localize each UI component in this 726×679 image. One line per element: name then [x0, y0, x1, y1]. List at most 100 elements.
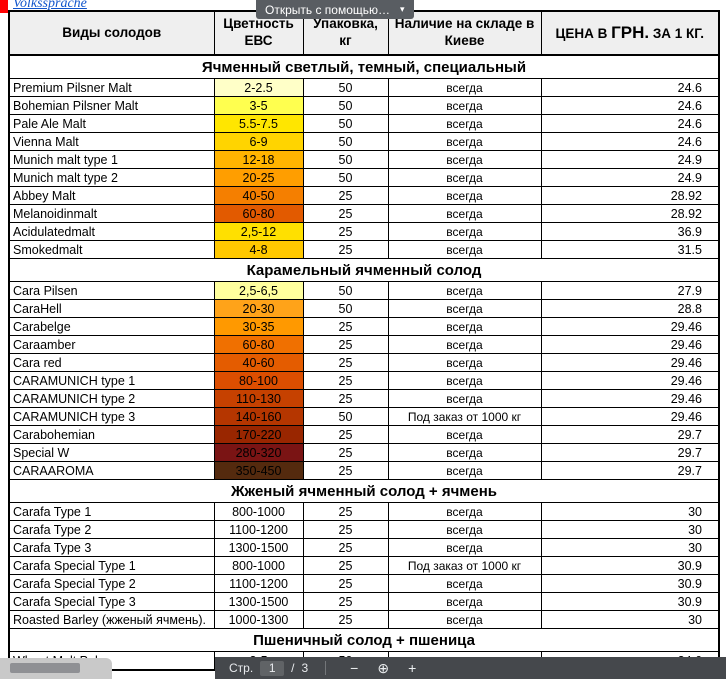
- ebc-cell: 2-2.5: [213, 78, 304, 97]
- malt-name-cell: Carabohemian: [8, 425, 215, 444]
- malt-name-cell: Carafa Special Type 1: [8, 556, 215, 575]
- price-cell: 29.7: [540, 425, 720, 444]
- ebc-cell: 12-18: [213, 150, 304, 169]
- section-title: Ячменный светлый, темный, специальный: [8, 54, 720, 79]
- red-corner-mark: [0, 0, 8, 13]
- document-page: Виды солодов Цветность ЕВС Упаковка, кг …: [8, 10, 720, 671]
- malt-row: Vienna Malt 6-9 50 всегда 24.6: [8, 132, 720, 151]
- stock-cell: всегда: [387, 461, 542, 480]
- price-cell: 29.46: [540, 407, 720, 426]
- section-row: Пшеничный солод + пшеница: [8, 628, 720, 652]
- malt-name-cell: Carafa Special Type 3: [8, 592, 215, 611]
- stock-cell: всегда: [387, 610, 542, 629]
- malt-name-cell: CARAMUNICH type 3: [8, 407, 215, 426]
- stock-cell: всегда: [387, 204, 542, 223]
- malt-name-cell: CaraHell: [8, 299, 215, 318]
- malt-row: Carafa Type 2 1100-1200 25 всегда 30: [8, 520, 720, 539]
- pack-cell: 25: [302, 425, 389, 444]
- zoom-out-icon[interactable]: −: [350, 660, 359, 676]
- table-body: Ячменный светлый, темный, специальный Pre…: [8, 54, 720, 671]
- malt-row: Carabelge 30-35 25 всегда 29.46: [8, 317, 720, 336]
- malt-row: Munich malt type 2 20-25 50 всегда 24.9: [8, 168, 720, 187]
- price-cell: 28.92: [540, 204, 720, 223]
- price-cell: 29.46: [540, 335, 720, 354]
- open-with-button[interactable]: Открыть с помощью… ▾: [256, 0, 414, 19]
- ebc-cell: 20-25: [213, 168, 304, 187]
- ebc-cell: 2,5-12: [213, 222, 304, 241]
- stock-cell: всегда: [387, 150, 542, 169]
- malt-row: Cara red 40-60 25 всегда 29.46: [8, 353, 720, 372]
- stock-cell: всегда: [387, 592, 542, 611]
- malt-name-cell: Premium Pilsner Malt: [8, 78, 215, 97]
- pack-cell: 25: [302, 592, 389, 611]
- price-cell: 30: [540, 520, 720, 539]
- ebc-cell: 1100-1200: [213, 520, 304, 539]
- pack-cell: 50: [302, 407, 389, 426]
- open-with-label: Открыть с помощью…: [265, 2, 391, 17]
- section-row: Карамельный ячменный солод: [8, 258, 720, 282]
- ebc-cell: 1300-1500: [213, 592, 304, 611]
- pack-cell: 50: [302, 299, 389, 318]
- stock-cell: всегда: [387, 425, 542, 444]
- stock-cell: всегда: [387, 371, 542, 390]
- pack-cell: 50: [302, 168, 389, 187]
- ebc-cell: 3-5: [213, 96, 304, 115]
- price-cell: 29.46: [540, 389, 720, 408]
- pack-cell: 25: [302, 389, 389, 408]
- malt-price-table: Виды солодов Цветность ЕВС Упаковка, кг …: [8, 10, 720, 671]
- ebc-cell: 4-8: [213, 240, 304, 259]
- stock-cell: всегда: [387, 520, 542, 539]
- price-cell: 24.6: [540, 78, 720, 97]
- malt-row: CaraHell 20-30 50 всегда 28.8: [8, 299, 720, 318]
- bottom-left-overlay[interactable]: [0, 658, 112, 679]
- ebc-cell: 60-80: [213, 204, 304, 223]
- pack-cell: 25: [302, 317, 389, 336]
- price-header-pre: ЦЕНА В: [555, 26, 612, 42]
- malt-name-cell: Vienna Malt: [8, 132, 215, 151]
- pack-cell: 25: [302, 240, 389, 259]
- malt-row: Carafa Type 1 800-1000 25 всегда 30: [8, 502, 720, 521]
- ebc-cell: 5.5-7.5: [213, 114, 304, 133]
- ebc-cell: 60-80: [213, 335, 304, 354]
- stock-cell: Под заказ от 1000 кг: [387, 407, 542, 426]
- stock-cell: Под заказ от 1000 кг: [387, 556, 542, 575]
- malt-name-cell: Carafa Special Type 2: [8, 574, 215, 593]
- malt-name-cell: Carafa Type 1: [8, 502, 215, 521]
- malt-name-cell: CARAAROMA: [8, 461, 215, 480]
- ebc-cell: 280-320: [213, 443, 304, 462]
- ebc-cell: 30-35: [213, 317, 304, 336]
- malt-row: Melanoidinmalt 60-80 25 всегда 28.92: [8, 204, 720, 223]
- malt-row: Premium Pilsner Malt 2-2.5 50 всегда 24.6: [8, 78, 720, 97]
- malt-name-cell: Special W: [8, 443, 215, 462]
- stock-cell: всегда: [387, 389, 542, 408]
- col-header-stock: Наличие на складе в Киеве: [387, 10, 542, 56]
- page-number-input[interactable]: 1: [260, 660, 285, 676]
- header-link[interactable]: Volkssprache: [13, 0, 87, 11]
- pack-cell: 25: [302, 610, 389, 629]
- section-row: Ячменный светлый, темный, специальный: [8, 54, 720, 79]
- malt-row: Smokedmalt 4-8 25 всегда 31.5: [8, 240, 720, 259]
- stock-cell: всегда: [387, 353, 542, 372]
- stock-cell: всегда: [387, 574, 542, 593]
- price-cell: 24.6: [540, 96, 720, 115]
- pack-cell: 25: [302, 502, 389, 521]
- zoom-in-icon[interactable]: +: [408, 660, 417, 676]
- malt-row: Cara Pilsen 2,5-6,5 50 всегда 27.9: [8, 281, 720, 300]
- malt-name-cell: Pale Ale Malt: [8, 114, 215, 133]
- pack-cell: 25: [302, 335, 389, 354]
- malt-name-cell: CARAMUNICH type 1: [8, 371, 215, 390]
- stock-cell: всегда: [387, 186, 542, 205]
- malt-name-cell: Smokedmalt: [8, 240, 215, 259]
- malt-name-cell: Melanoidinmalt: [8, 204, 215, 223]
- zoom-reset-icon[interactable]: ⊕: [377, 659, 390, 676]
- stock-cell: всегда: [387, 443, 542, 462]
- ebc-cell: 1000-1300: [213, 610, 304, 629]
- stock-cell: всегда: [387, 222, 542, 241]
- malt-name-cell: Cara Pilsen: [8, 281, 215, 300]
- malt-name-cell: Carafa Type 2: [8, 520, 215, 539]
- price-cell: 29.7: [540, 443, 720, 462]
- price-cell: 29.46: [540, 353, 720, 372]
- pack-cell: 25: [302, 222, 389, 241]
- price-cell: 30.9: [540, 574, 720, 593]
